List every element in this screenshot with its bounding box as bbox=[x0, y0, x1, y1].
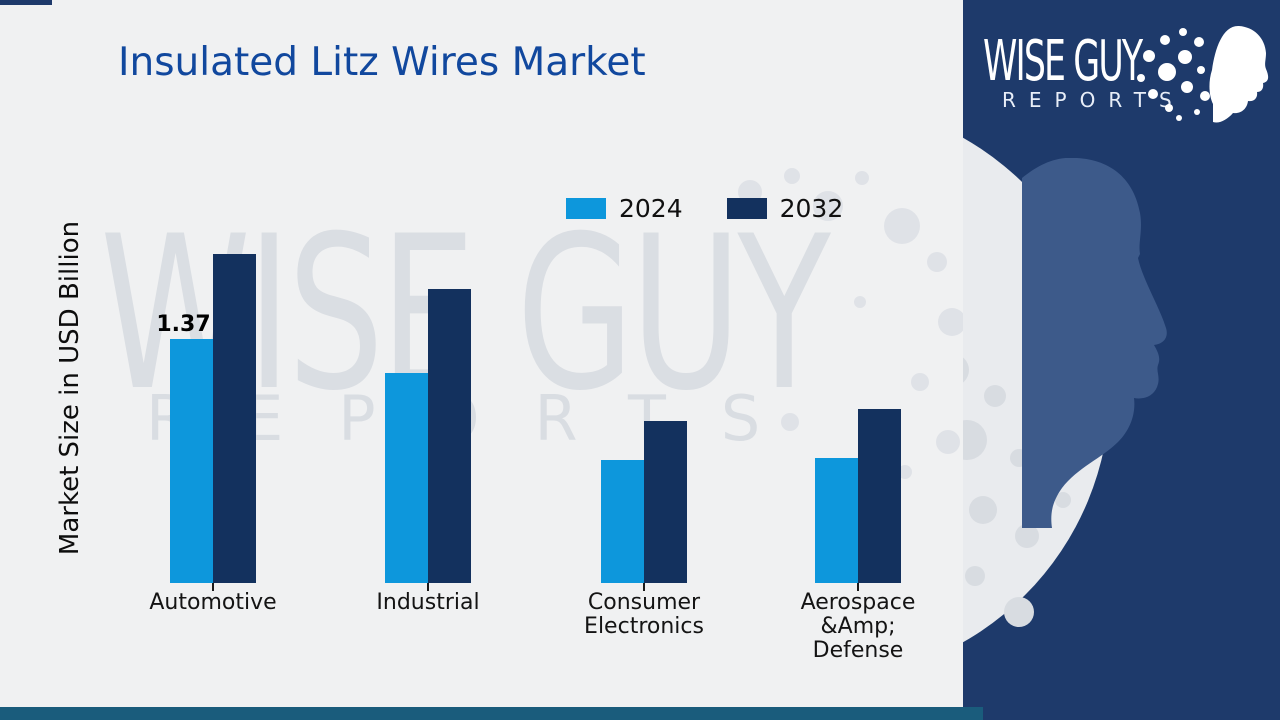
bar-2024-industrial bbox=[385, 373, 428, 583]
bar-2032-automotive bbox=[213, 254, 256, 583]
category-label-aerospace-amp-defense: Aerospace &Amp; Defense bbox=[800, 590, 916, 663]
face-profile-icon bbox=[1022, 158, 1167, 528]
bar-chart-plot-area: Automotive Industrial Consumer Electronics… bbox=[149, 254, 916, 663]
category-label-automotive: Automotive bbox=[149, 590, 277, 615]
brand-logo-name: WISE GUY bbox=[983, 29, 1143, 94]
legend-label-2024: 2024 bbox=[619, 194, 683, 223]
brand-panel: WISE GUY REPORTS bbox=[963, 0, 1280, 720]
logo-dots-icon bbox=[1137, 28, 1210, 121]
bar-2032-consumer-electronics bbox=[644, 421, 687, 583]
x-axis-tick bbox=[427, 583, 429, 591]
x-axis-tick bbox=[643, 583, 645, 591]
bar-2032-aerospace-amp-defense bbox=[858, 409, 901, 583]
legend-label-2032: 2032 bbox=[779, 194, 844, 223]
bar-2024-automotive bbox=[170, 339, 213, 583]
x-axis-tick bbox=[212, 583, 214, 591]
chart-legend: 2024 2032 bbox=[566, 196, 843, 221]
bar-value-label: 1.37 bbox=[156, 312, 211, 337]
bar-2024-aerospace-amp-defense bbox=[815, 458, 858, 583]
bar-2032-industrial bbox=[428, 289, 471, 583]
page-title: Insulated Litz Wires Market bbox=[118, 40, 646, 85]
category-label-industrial: Industrial bbox=[376, 590, 480, 615]
legend-swatch-2032 bbox=[726, 198, 767, 219]
bar-2024-consumer-electronics bbox=[601, 460, 644, 583]
footer-accent-bar bbox=[0, 707, 983, 720]
brand-logo-subtitle: REPORTS bbox=[1002, 88, 1185, 112]
x-axis-tick bbox=[857, 583, 859, 591]
logo-head-icon bbox=[1209, 25, 1269, 123]
background-dots-decoration bbox=[738, 168, 966, 479]
corner-accent bbox=[0, 0, 52, 5]
category-label-consumer-electronics: Consumer Electronics bbox=[584, 590, 704, 639]
legend-swatch-2024 bbox=[566, 198, 606, 219]
